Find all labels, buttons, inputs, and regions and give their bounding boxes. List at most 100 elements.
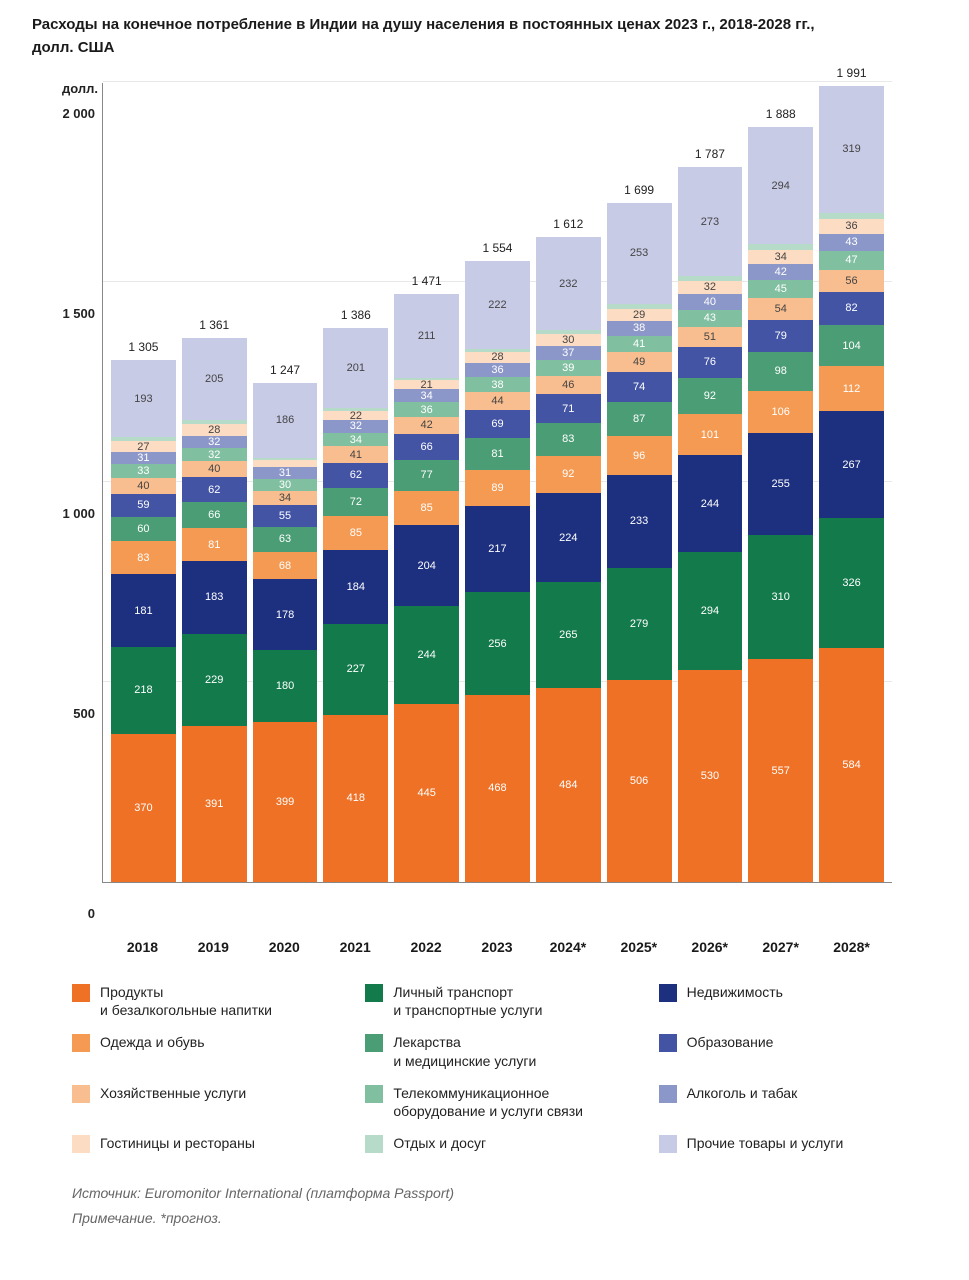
- bar-total-label: 1 471: [394, 274, 459, 288]
- bar-segment-health: 60: [111, 517, 176, 541]
- bar-column: 370218181836059403331271931 305: [111, 360, 176, 882]
- legend-label: Одежда и обувь: [100, 1033, 205, 1051]
- bar-segment-transport: 218: [111, 647, 176, 734]
- legend-item: Отдых и досуг: [365, 1134, 638, 1153]
- legend-label: Телекоммуникационноеоборудование и услуг…: [393, 1084, 583, 1120]
- legend-item: Личный транспорти транспортные услуги: [365, 983, 638, 1019]
- bar-segment-other: 319: [819, 86, 884, 214]
- y-tick-label: 1 500: [47, 306, 95, 321]
- bar-segment-telecom: 41: [607, 336, 672, 352]
- bar-segment-household: 51: [678, 327, 743, 347]
- legend-label: Образование: [687, 1033, 774, 1051]
- chart-footer: Источник: Euromonitor International (пла…: [72, 1181, 937, 1231]
- bar-column: 468256217898169443836282221 554: [465, 261, 530, 883]
- bar-segment-telecom: 32: [182, 448, 247, 461]
- bar-segment-health: 81: [465, 438, 530, 470]
- bar-total-label: 1 361: [182, 318, 247, 332]
- bar-segment-clothing: 83: [111, 541, 176, 574]
- bar-total-label: 1 247: [253, 363, 318, 377]
- legend-label: Гостиницы и рестораны: [100, 1134, 255, 1152]
- bar-total-label: 1 888: [748, 107, 813, 121]
- bar-segment-alcohol: 37: [536, 346, 601, 361]
- bar-segment-other: 201: [323, 328, 388, 408]
- legend-item: Хозяйственные услуги: [72, 1084, 345, 1120]
- bar-segment-household: 40: [111, 478, 176, 494]
- chart-title: Расходы на конечное потребление в Индии …: [32, 14, 852, 59]
- y-axis-label: долл.: [62, 81, 98, 96]
- bar-segment-alcohol: 31: [253, 467, 318, 479]
- bar-segment-food: 399: [253, 722, 318, 882]
- bar-segment-clothing: 85: [394, 491, 459, 525]
- bar-segment-education: 66: [394, 434, 459, 460]
- bar-segment-health: 104: [819, 325, 884, 367]
- legend-label: Алкоголь и табак: [687, 1084, 798, 1102]
- legend-item: Лекарстваи медицинские услуги: [365, 1033, 638, 1069]
- legend-item: Гостиницы и рестораны: [72, 1134, 345, 1153]
- bar-segment-food: 584: [819, 648, 884, 882]
- bar-segment-hotels: 30: [536, 334, 601, 346]
- legend-swatch: [659, 1034, 677, 1052]
- bar-column: 418227184857262413432222011 386: [323, 328, 388, 882]
- bar-total-label: 1 991: [819, 66, 884, 80]
- y-tick-label: 0: [47, 906, 95, 921]
- bar-segment-transport: 265: [536, 582, 601, 688]
- bar-segment-health: 87: [607, 402, 672, 437]
- bar-segment-food: 557: [748, 659, 813, 882]
- x-tick-label: 2021: [323, 931, 388, 955]
- bar-segment-health: 63: [253, 527, 318, 552]
- legend-item: Продуктыи безалкогольные напитки: [72, 983, 345, 1019]
- bar-segment-hotels: [253, 460, 318, 467]
- x-tick-label: 2026*: [677, 931, 742, 955]
- x-tick-label: 2019: [181, 931, 246, 955]
- bar-segment-housing: 184: [323, 550, 388, 624]
- bar-segment-health: 66: [182, 502, 247, 528]
- bar-segment-telecom: 30: [253, 479, 318, 491]
- bar-segment-household: 40: [182, 461, 247, 477]
- bar-segment-clothing: 106: [748, 391, 813, 433]
- bar-segment-health: 98: [748, 352, 813, 391]
- bar-column: 506279233968774494138292531 699: [607, 203, 672, 883]
- bar-segment-clothing: 89: [465, 470, 530, 506]
- bar-segment-telecom: 34: [323, 433, 388, 447]
- bar-segment-transport: 256: [465, 592, 530, 694]
- bar-segment-other: 253: [607, 203, 672, 304]
- chart-legend: Продуктыи безалкогольные напитки Личный т…: [72, 983, 932, 1153]
- legend-label: Недвижимость: [687, 983, 783, 1001]
- bar-segment-clothing: 96: [607, 436, 672, 474]
- bar-segment-housing: 244: [678, 455, 743, 553]
- bar-segment-transport: 310: [748, 535, 813, 659]
- bar-segment-alcohol: 32: [182, 436, 247, 449]
- legend-label: Хозяйственные услуги: [100, 1084, 246, 1102]
- legend-swatch: [365, 1034, 383, 1052]
- bar-segment-health: 83: [536, 423, 601, 456]
- bar-segment-education: 62: [182, 477, 247, 502]
- bar-segment-household: 34: [253, 491, 318, 505]
- bar-segment-transport: 227: [323, 624, 388, 715]
- bar-total-label: 1 386: [323, 308, 388, 322]
- legend-swatch: [72, 1034, 90, 1052]
- legend-item: Образование: [659, 1033, 932, 1069]
- bar-segment-education: 82: [819, 292, 884, 325]
- bar-segment-education: 62: [323, 463, 388, 488]
- bar-segment-housing: 224: [536, 493, 601, 583]
- legend-label: Продуктыи безалкогольные напитки: [100, 983, 272, 1019]
- bar-segment-telecom: 43: [678, 310, 743, 327]
- x-tick-label: 2025*: [606, 931, 671, 955]
- x-tick-label: 2028*: [819, 931, 884, 955]
- bar-segment-housing: 178: [253, 579, 318, 650]
- legend-item: Телекоммуникационноеоборудование и услуг…: [365, 1084, 638, 1120]
- bar-segment-education: 74: [607, 372, 672, 402]
- bar-column: 484265224928371463937302321 612: [536, 237, 601, 882]
- bar-segment-household: 56: [819, 270, 884, 292]
- bar-segment-housing: 267: [819, 411, 884, 518]
- bar-segment-education: 71: [536, 394, 601, 422]
- bar-segment-housing: 181: [111, 574, 176, 646]
- bar-segment-household: 44: [465, 392, 530, 410]
- bar-column: 391229183816662403232282051 361: [182, 338, 247, 882]
- bar-segment-household: 54: [748, 298, 813, 320]
- bar-segment-hotels: 36: [819, 219, 884, 233]
- legend-swatch: [72, 984, 90, 1002]
- bar-segment-food: 391: [182, 726, 247, 882]
- bar-segment-alcohol: 38: [607, 321, 672, 336]
- legend-swatch: [365, 984, 383, 1002]
